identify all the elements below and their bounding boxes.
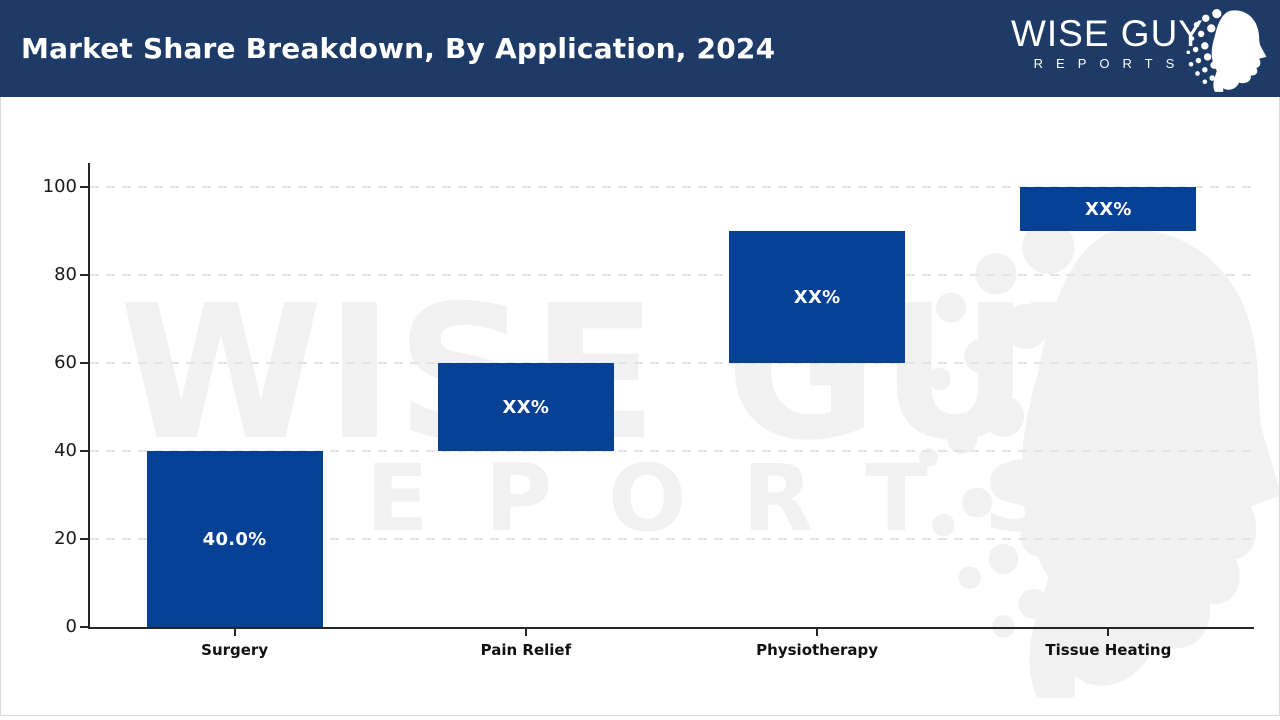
bar-value-label: XX%	[502, 396, 550, 418]
y-tick	[80, 186, 89, 188]
x-tick	[816, 629, 819, 636]
x-tick	[233, 629, 236, 636]
x-tick	[524, 629, 527, 636]
bar-physiotherapy: XX%	[729, 231, 906, 363]
y-tick-label: 20	[54, 528, 77, 549]
gridline-60	[90, 362, 1254, 364]
y-tick	[80, 450, 89, 452]
x-category-label: Surgery	[201, 641, 269, 659]
y-axis-line	[88, 163, 90, 629]
brand-logo: WISE GUY REPORTS	[1011, 0, 1267, 97]
logo-wordmark: WISE GUY REPORTS	[1010, 13, 1204, 72]
gridline-100	[90, 186, 1254, 188]
logo-head-icon	[1186, 9, 1267, 92]
chart-area: WISE GUY REPORTS 0 20 40 60 80 100 40.0% Surger…	[0, 97, 1280, 716]
gridline-20	[90, 538, 1254, 540]
waterfall-chart: 0 20 40 60 80 100 40.0% Surgery XX% Pain Relief XX…	[1, 97, 1279, 715]
x-tick	[1107, 629, 1110, 636]
logo-wordmark-line1: WISE GUY	[1010, 13, 1204, 54]
y-tick	[80, 626, 89, 628]
bar-surgery: 40.0%	[146, 451, 323, 627]
y-tick-label: 80	[54, 264, 77, 285]
bar-pain-relief: XX%	[437, 363, 614, 451]
bar-value-label: 40.0%	[202, 528, 267, 550]
x-category-label: Tissue Heating	[1045, 641, 1172, 659]
gridline-80	[90, 274, 1254, 276]
y-tick	[80, 274, 89, 276]
header-bar: Market Share Breakdown, By Application, …	[0, 0, 1280, 97]
bar-value-label: XX%	[793, 286, 841, 308]
y-tick-label: 40	[54, 440, 77, 461]
gridline-40	[90, 450, 1254, 452]
page-title: Market Share Breakdown, By Application, …	[21, 32, 776, 65]
bar-value-label: XX%	[1085, 198, 1132, 220]
bar-tissue-heating: XX%	[1020, 187, 1197, 231]
y-tick	[80, 538, 89, 540]
y-tick-label: 0	[65, 616, 77, 637]
y-tick-label: 60	[54, 352, 77, 373]
logo-wordmark-line2: REPORTS	[1033, 56, 1188, 71]
y-tick-label: 100	[42, 176, 77, 197]
y-tick	[80, 362, 89, 364]
x-category-label: Pain Relief	[480, 641, 572, 659]
x-category-label: Physiotherapy	[756, 641, 879, 659]
x-axis-line	[88, 627, 1254, 629]
